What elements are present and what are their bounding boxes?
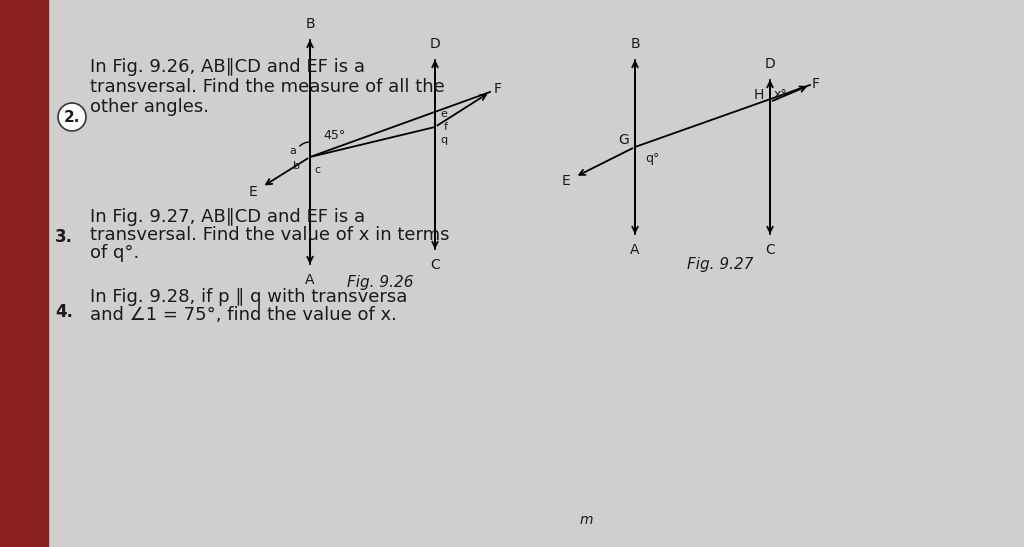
Text: A: A (630, 243, 640, 257)
Text: b: b (293, 161, 300, 171)
Text: G: G (618, 133, 629, 147)
Text: of q°.: of q°. (90, 244, 139, 262)
Text: F: F (494, 82, 502, 96)
Text: q°: q° (645, 152, 659, 165)
Bar (0, 0, 48, 547)
Text: q: q (440, 135, 447, 145)
Text: 3.: 3. (55, 228, 73, 246)
Text: B: B (305, 17, 314, 31)
Text: In Fig. 9.27, AB∥CD and EF is a: In Fig. 9.27, AB∥CD and EF is a (90, 208, 366, 226)
Text: and ∠1 = 75°, find the value of x.: and ∠1 = 75°, find the value of x. (90, 306, 397, 324)
Text: F: F (812, 77, 820, 91)
Text: In Fig. 9.28, if p ∥ q with transversa: In Fig. 9.28, if p ∥ q with transversa (90, 288, 408, 306)
Text: D: D (765, 57, 775, 71)
Text: In Fig. 9.26, AB∥CD and EF is a: In Fig. 9.26, AB∥CD and EF is a (90, 58, 365, 76)
Text: C: C (430, 258, 440, 272)
Text: other angles.: other angles. (90, 98, 209, 116)
Text: Fig. 9.26: Fig. 9.26 (347, 275, 414, 289)
Text: Fig. 9.27: Fig. 9.27 (687, 257, 754, 271)
Text: A: A (305, 273, 314, 287)
Text: x°: x° (774, 89, 787, 102)
Text: 4.: 4. (55, 303, 73, 321)
Text: transversal. Find the measure of all the: transversal. Find the measure of all the (90, 78, 444, 96)
Text: a: a (289, 146, 296, 156)
Text: c: c (314, 165, 321, 175)
Text: B: B (630, 37, 640, 51)
Text: f: f (444, 122, 449, 132)
Circle shape (58, 103, 86, 131)
Text: 2.: 2. (63, 109, 80, 125)
Text: m: m (580, 513, 594, 527)
Text: C: C (765, 243, 775, 257)
Text: D: D (430, 37, 440, 51)
Text: transversal. Find the value of x in terms: transversal. Find the value of x in term… (90, 226, 450, 244)
Text: e: e (440, 109, 446, 119)
Text: 45°: 45° (323, 129, 345, 142)
Text: E: E (248, 185, 257, 199)
Text: E: E (561, 174, 570, 188)
Text: H: H (754, 88, 764, 102)
